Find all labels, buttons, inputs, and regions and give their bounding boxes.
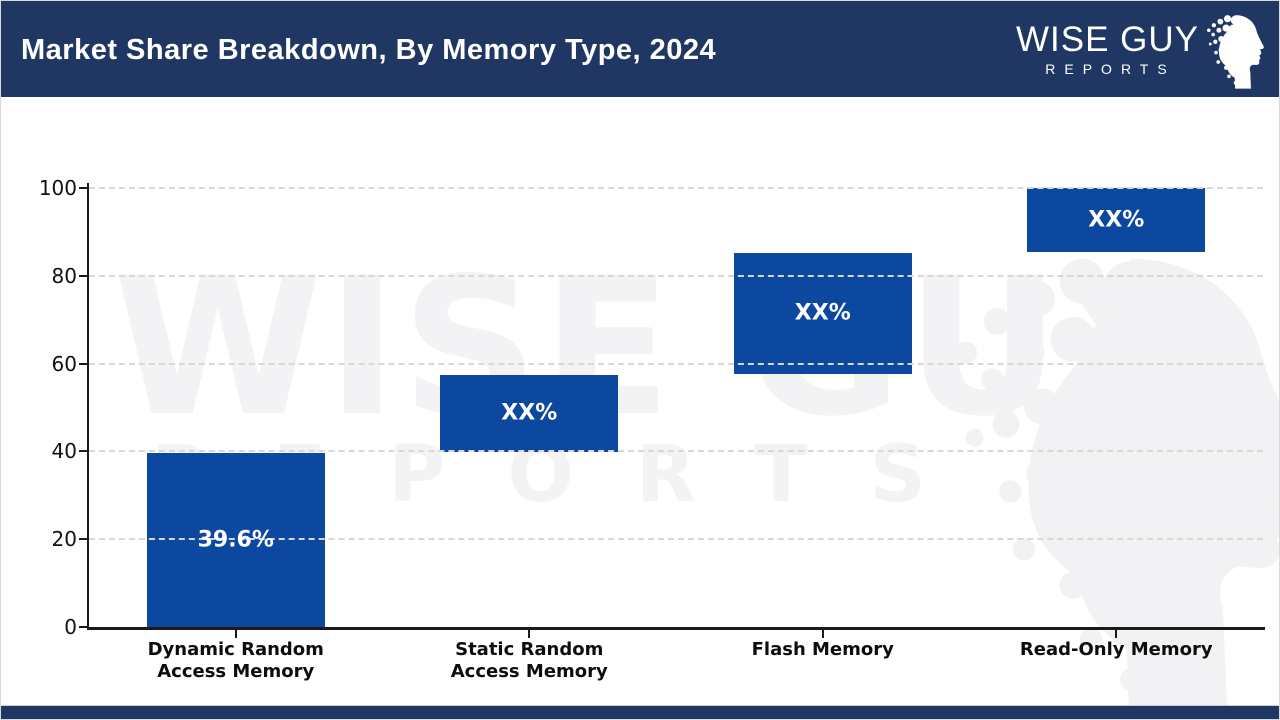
y-tick-mark	[79, 538, 87, 541]
bar-value-label: XX%	[501, 400, 558, 426]
x-tick-mark	[528, 630, 531, 638]
y-tick-label: 60	[51, 351, 77, 376]
y-tick-mark	[79, 187, 87, 189]
logo-subtitle: REPORTS	[1045, 60, 1176, 77]
wiseguy-logo: WISE GUY REPORTS	[1016, 9, 1265, 89]
y-axis-line	[87, 183, 89, 629]
x-category-label: Static Random Access Memory	[451, 639, 608, 683]
gridline	[89, 538, 1263, 541]
gridline	[89, 187, 1263, 189]
footer-bar	[1, 705, 1279, 719]
x-tick-mark	[1115, 630, 1118, 638]
y-tick-label: 100	[38, 176, 77, 200]
x-category-line: Static Random	[455, 639, 604, 660]
x-category-line: Access Memory	[450, 661, 608, 682]
y-tick-label: 80	[51, 263, 77, 288]
y-tick-label: 0	[64, 615, 77, 639]
gridline	[89, 450, 1263, 453]
y-tick-label: 40	[51, 439, 77, 464]
x-category-label: Read-Only Memory	[1020, 639, 1213, 661]
bar	[440, 374, 619, 453]
gridline	[89, 362, 1263, 365]
x-category-line: Read-Only Memory	[1019, 639, 1213, 660]
x-category-line: Flash Memory	[751, 639, 894, 660]
bar-value-label: XX%	[794, 300, 851, 326]
y-tick-mark	[79, 450, 87, 453]
logo-wordmark: WISE GUY	[1015, 20, 1199, 60]
logo-face-icon	[1207, 15, 1264, 89]
bar-value-label: 39.6%	[197, 527, 274, 553]
y-tick-mark	[79, 274, 87, 277]
bar	[733, 252, 912, 374]
logo-text: WISE GUY REPORTS	[1016, 21, 1199, 77]
x-tick-mark	[821, 630, 824, 638]
bar-value-label: XX%	[1088, 207, 1145, 233]
chart-title: Market Share Breakdown, By Memory Type, …	[21, 34, 717, 66]
y-tick-label: 20	[51, 527, 77, 552]
gridline	[89, 274, 1263, 277]
x-category-label: Flash Memory	[752, 639, 894, 661]
bar	[1027, 188, 1206, 252]
x-category-label: Dynamic Random Access Memory	[148, 639, 324, 683]
x-tick-mark	[234, 630, 237, 638]
y-tick-mark	[79, 362, 87, 365]
y-tick-mark	[79, 626, 87, 628]
x-category-line: Access Memory	[157, 661, 315, 682]
x-category-line: Dynamic Random	[147, 639, 324, 660]
x-axis-line	[87, 627, 1265, 630]
header: Market Share Breakdown, By Memory Type, …	[1, 1, 1279, 97]
